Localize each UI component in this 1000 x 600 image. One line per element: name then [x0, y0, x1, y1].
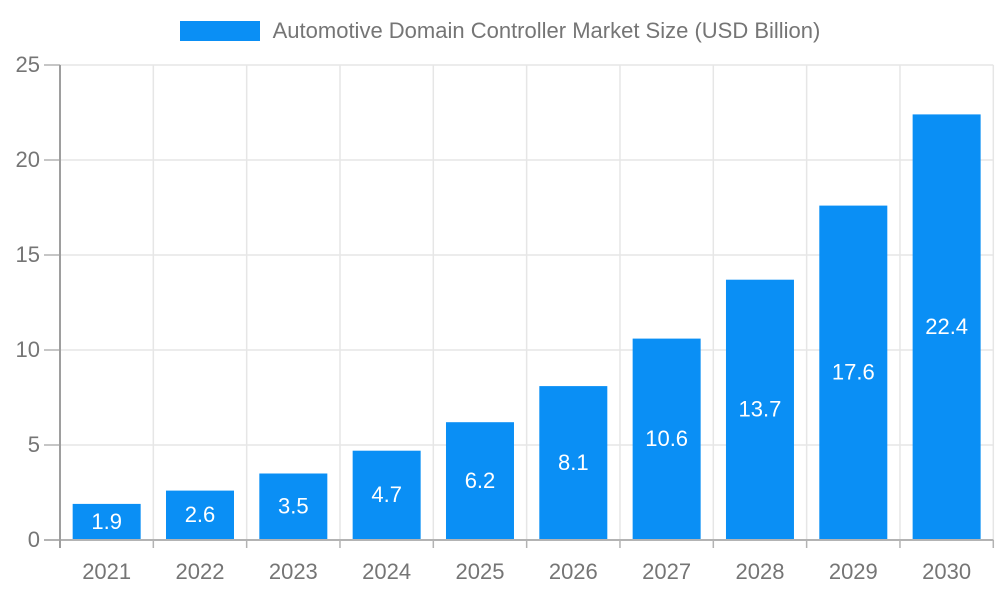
bar-2028[interactable]	[725, 279, 794, 540]
bar-2024[interactable]	[352, 450, 421, 540]
bar-2030[interactable]	[912, 114, 981, 541]
y-axis-tick-label: 5	[28, 432, 40, 457]
x-axis-tick-label: 2024	[362, 559, 411, 584]
x-axis-tick-label: 2026	[549, 559, 598, 584]
y-axis-tick-label: 10	[16, 337, 40, 362]
x-axis-tick-label: 2029	[829, 559, 878, 584]
bar-value-label: 4.7	[371, 482, 402, 507]
y-axis-tick-label: 15	[16, 242, 40, 267]
bar-2029[interactable]	[819, 205, 888, 540]
bar-2026[interactable]	[539, 386, 608, 540]
bar-2022[interactable]	[165, 490, 234, 540]
bar-value-label: 17.6	[832, 360, 875, 385]
bar-2023[interactable]	[259, 473, 328, 541]
chart-legend: Automotive Domain Controller Market Size…	[0, 18, 1000, 44]
bar-2027[interactable]	[632, 338, 701, 540]
bar-2025[interactable]	[445, 422, 514, 540]
x-axis-tick-label: 2028	[735, 559, 784, 584]
x-axis-tick-label: 2027	[642, 559, 691, 584]
bar-2021[interactable]	[72, 503, 141, 540]
bar-value-label: 3.5	[278, 494, 309, 519]
bar-value-label: 1.9	[91, 509, 122, 534]
x-axis-tick-label: 2025	[456, 559, 505, 584]
bar-value-label: 10.6	[645, 426, 688, 451]
bar-value-label: 8.1	[558, 450, 589, 475]
bar-value-label: 22.4	[925, 314, 968, 339]
x-axis-tick-label: 2023	[269, 559, 318, 584]
x-axis-tick-label: 2022	[176, 559, 225, 584]
y-axis-tick-label: 0	[28, 527, 40, 552]
y-axis-tick-label: 20	[16, 147, 40, 172]
bar-value-label: 6.2	[465, 468, 496, 493]
y-axis-tick-label: 25	[16, 52, 40, 77]
bar-value-label: 13.7	[739, 397, 782, 422]
x-axis-tick-label: 2030	[922, 559, 971, 584]
legend-item[interactable]: Automotive Domain Controller Market Size…	[179, 18, 821, 44]
legend-swatch-icon	[179, 21, 260, 41]
x-axis-tick-label: 2021	[82, 559, 131, 584]
legend-label: Automotive Domain Controller Market Size…	[272, 18, 821, 43]
bar-value-label: 2.6	[185, 502, 216, 527]
